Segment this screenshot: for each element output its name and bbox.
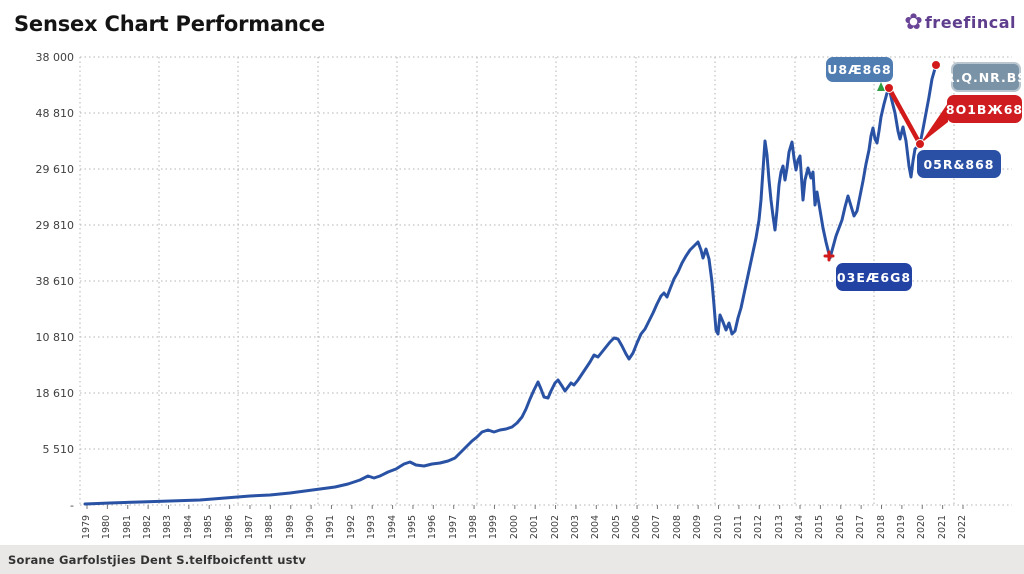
x-axis-tick-label: 2022: [956, 514, 968, 540]
y-axis-tick-label: 18 610: [35, 387, 75, 400]
source-attribution: Sorane Garfolstjies Dent S.telfboicfentt…: [8, 553, 307, 567]
x-axis-tick-label: 1993: [366, 514, 378, 540]
y-axis-tick-label: 10 810: [35, 331, 75, 344]
x-axis-tick-label: 1997: [447, 514, 459, 540]
x-axis-tick-label: 2012: [753, 514, 765, 540]
x-axis-tick-label: 2013: [773, 514, 785, 540]
red-dot-marker: [931, 60, 941, 70]
x-axis-tick-label: 2007: [651, 514, 663, 540]
crash-callout: 8O1BЖ68: [946, 95, 1022, 123]
x-axis-tick-label: 1983: [162, 514, 174, 540]
y-axis-tick-label: 5 510: [42, 443, 75, 456]
x-axis-tick-label: 2000: [508, 514, 520, 540]
x-axis-tick-label: 2017: [855, 514, 867, 540]
x-axis-tick-label: 1980: [101, 514, 113, 540]
x-axis-tick-label: 2015: [814, 514, 826, 540]
x-axis-tick-label: 2021: [936, 514, 948, 540]
x-axis-tick-label: 1989: [284, 514, 296, 540]
x-axis-tick-label: 1987: [243, 514, 255, 540]
red-dot-marker: [884, 83, 894, 93]
x-axis-tick-label: 1998: [468, 514, 480, 540]
y-axis-tick-label: 38 610: [35, 275, 75, 288]
trough-callout: 05R&868: [917, 150, 1001, 178]
brand-logo: ✿ freefincal: [904, 10, 1016, 35]
brand-logo-text: freefincal: [924, 13, 1016, 32]
latest-callout: R.Q.NR.BS: [945, 62, 1024, 92]
x-axis-tick-label: 2005: [610, 514, 622, 540]
x-axis-tick-label: 2010: [712, 514, 724, 540]
page-title: Sensex Chart Performance: [14, 12, 325, 36]
x-axis-tick-label: 1982: [142, 514, 154, 540]
x-axis-tick-label: 2003: [569, 514, 581, 540]
crash-callout-tail: [920, 103, 948, 144]
x-axis-tick-label: 1991: [325, 514, 337, 540]
x-axis-tick-label: 2019: [895, 514, 907, 540]
x-axis-tick-label: 2011: [732, 514, 744, 540]
peak-callout: U8Æ868: [826, 57, 893, 82]
x-axis-tick-label: 2001: [529, 514, 541, 540]
x-axis-tick-label: 1990: [305, 514, 317, 540]
red-dot-marker: [915, 139, 925, 149]
x-axis-tick-label: 2014: [794, 514, 806, 540]
x-axis-tick-label: 2004: [590, 514, 602, 540]
x-axis-tick-label: 1995: [406, 514, 418, 540]
x-axis-tick-label: 1979: [81, 514, 92, 540]
x-axis-tick-label: 1985: [203, 514, 215, 540]
y-axis-tick-label: 29 810: [35, 219, 75, 232]
x-axis-tick-label: 2020: [916, 514, 928, 540]
x-axis-tick-label: 1996: [427, 514, 439, 540]
x-axis-tick-label: 1992: [345, 514, 357, 540]
x-axis-tick-label: 2009: [692, 514, 704, 540]
y-axis-tick-label: 38 000: [35, 51, 75, 64]
low-callout: 03EÆ6G8: [836, 263, 912, 291]
x-axis-tick-label: 1981: [121, 514, 133, 540]
y-axis-tick-label: 48 810: [35, 107, 75, 120]
green-arrow-marker: [877, 82, 885, 91]
y-axis-tick-label: 29 610: [35, 163, 75, 176]
x-axis-tick-label: 1999: [488, 514, 500, 540]
sensex-series-line: [83, 63, 938, 506]
x-axis-tick-label: 2002: [549, 514, 561, 540]
x-axis-tick-label: 1994: [386, 514, 398, 540]
x-axis-tick-label: 2008: [671, 514, 683, 540]
x-axis-tick-label: 1986: [223, 514, 235, 540]
x-axis-tick-label: 1988: [264, 514, 276, 540]
x-axis-tick-label: 2016: [834, 514, 846, 540]
footer-band: [0, 545, 1024, 574]
x-axis-tick-label: 2006: [631, 514, 643, 540]
y-axis-tick-label: -: [70, 499, 74, 512]
x-axis-tick-label: 2018: [875, 514, 887, 540]
crash-red-line: [886, 85, 923, 147]
flourish-icon: ✿: [904, 10, 923, 35]
x-axis-tick-label: 1984: [182, 514, 194, 540]
